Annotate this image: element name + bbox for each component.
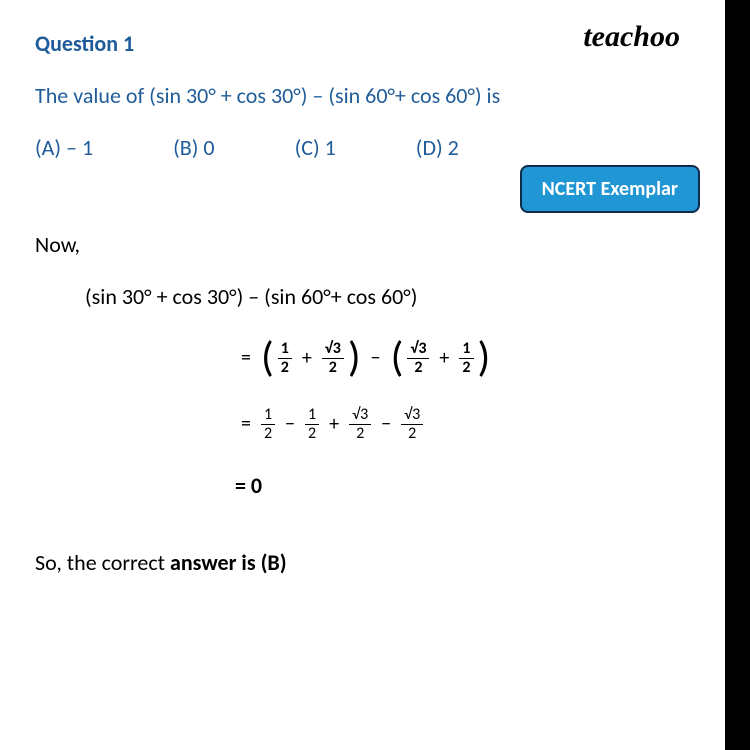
conclusion-text: So, the correct [35,549,170,576]
solution-step-2: = 12 − 12 + √32 − √32 [235,406,705,442]
option-b: (B) 0 [173,134,214,161]
right-sidebar [725,0,750,750]
option-d: (D) 2 [416,134,459,161]
option-a: (A) – 1 [35,134,93,161]
conclusion-answer: answer is (B) [170,549,287,576]
brand-logo: teachoo [583,20,680,54]
solution-intro: Now, [35,231,705,258]
main-content: teachoo Question 1 The value of (sin 30°… [0,0,725,750]
option-c: (C) 1 [295,134,336,161]
solution-result: = 0 [235,472,705,499]
solution-expression: (sin 30° + cos 30°) – (sin 60°+ cos 60°) [85,283,705,310]
question-text: The value of (sin 30° + cos 30°) – (sin … [35,82,705,109]
solution-step-1: = ( 12 + √32 ) − ( √32 + 12 ) [235,340,705,376]
conclusion: So, the correct answer is (B) [35,549,705,576]
source-badge: NCERT Exemplar [520,165,700,213]
options-row: (A) – 1 (B) 0 (C) 1 (D) 2 [35,134,705,161]
